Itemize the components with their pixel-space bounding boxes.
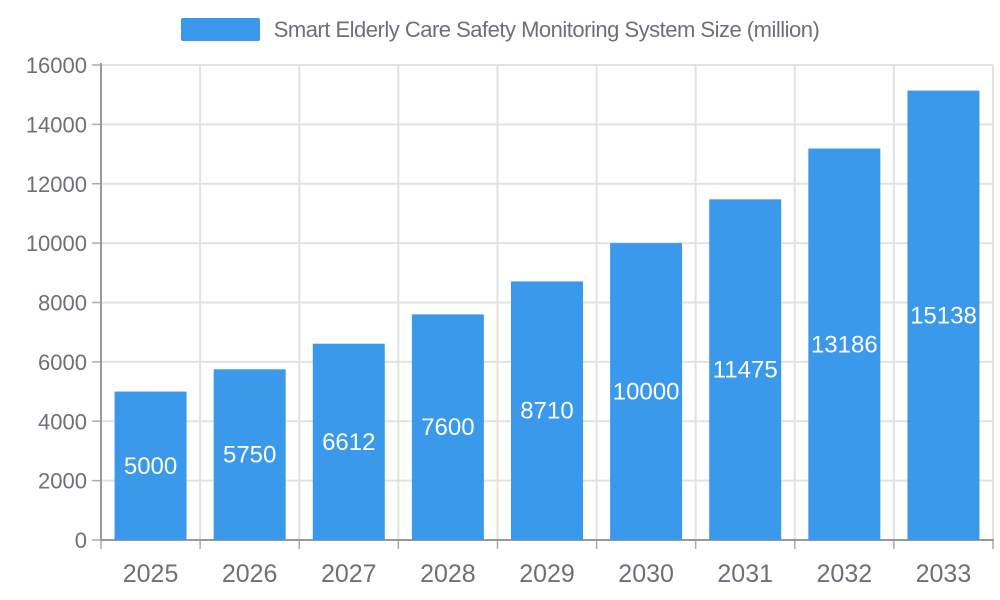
y-tick-label: 2000 [38,469,87,494]
bar [709,199,782,540]
legend-label: Smart Elderly Care Safety Monitoring Sys… [273,17,820,42]
y-tick-label: 12000 [26,172,87,197]
y-tick-label: 6000 [38,350,87,375]
legend: Smart Elderly Care Safety Monitoring Sys… [0,16,1000,43]
bar-value-label: 15138 [910,302,977,329]
bar [907,90,980,540]
x-tick-label: 2031 [717,560,773,588]
x-tick-label: 2030 [618,560,674,588]
x-tick-label: 2027 [321,560,377,588]
x-tick-label: 2029 [519,560,575,588]
x-tick-label: 2032 [817,560,873,588]
bar-value-label: 5000 [124,453,177,480]
legend-item[interactable]: Smart Elderly Care Safety Monitoring Sys… [180,16,820,43]
y-tick-label: 0 [75,528,87,553]
x-tick-label: 2026 [222,560,278,588]
bar-value-label: 11475 [713,357,778,384]
bar [610,243,683,540]
bar [114,391,187,540]
bar-value-label: 5750 [223,442,276,469]
bar-value-label: 7600 [421,414,474,441]
x-tick-label: 2028 [420,560,476,588]
bar [511,281,583,540]
bar [213,369,286,540]
y-tick-label: 10000 [26,231,87,256]
y-tick-label: 16000 [26,53,87,78]
y-tick-label: 4000 [38,409,87,434]
bar [312,343,385,540]
bar-value-label: 6612 [322,429,375,456]
legend-marker [180,18,260,41]
bar-value-label: 8710 [520,398,573,425]
y-tick-label: 8000 [38,291,87,316]
x-tick-label: 2025 [123,560,179,588]
bar-value-label: 13186 [811,331,878,358]
bar-value-label: 10000 [613,379,680,406]
x-tick-label: 2033 [916,560,972,588]
bar [411,314,484,540]
bar [808,148,881,540]
y-tick-label: 14000 [26,112,87,137]
